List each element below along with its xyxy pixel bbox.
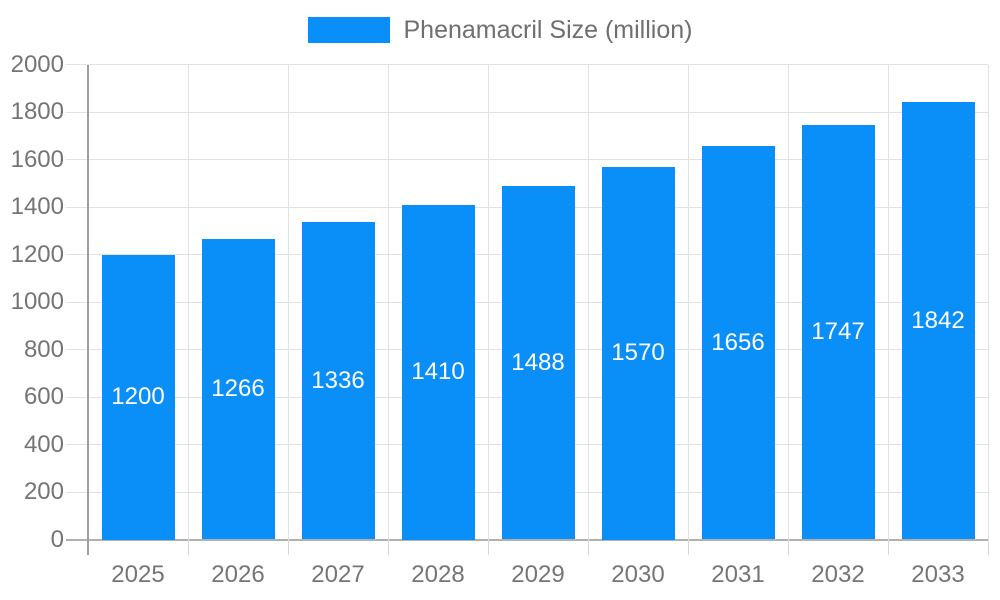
y-axis-label: 600 [23, 383, 64, 410]
x-axis-baseline [66, 538, 988, 541]
bar-value-label: 1747 [811, 318, 865, 346]
gridline-vertical [187, 64, 189, 540]
x-axis-tick [687, 539, 689, 555]
gridline-vertical [487, 64, 489, 540]
x-axis-label: 2033 [911, 560, 965, 588]
y-axis-label: 200 [23, 478, 64, 505]
x-axis-tick [787, 539, 789, 555]
bar-2030[interactable]: 1570 [601, 166, 675, 540]
y-axis-label: 1800 [10, 98, 64, 125]
x-axis-label: 2027 [311, 560, 365, 588]
x-axis-label: 2031 [711, 560, 765, 588]
x-axis-label: 2025 [111, 560, 165, 588]
y-axis-label: 1000 [10, 288, 64, 315]
x-axis-label: 2026 [211, 560, 265, 588]
bar-value-label: 1266 [211, 375, 265, 403]
bar-2025[interactable]: 1200 [101, 254, 175, 540]
y-axis-label: 800 [23, 335, 64, 363]
x-axis-tick [587, 539, 589, 555]
bar-value-label: 1200 [111, 383, 165, 410]
y-axis-line [87, 64, 89, 555]
x-axis-label: 2032 [811, 560, 865, 588]
y-axis-label: 0 [50, 525, 64, 553]
x-axis-tick [387, 539, 389, 555]
x-axis-label: 2029 [511, 560, 565, 588]
gridline-vertical [687, 64, 689, 540]
bar-value-label: 1570 [611, 339, 665, 367]
gridline-vertical [787, 64, 789, 540]
bar-2026[interactable]: 1266 [201, 238, 275, 540]
legend[interactable]: Phenamacril Size (million) [0, 17, 1000, 43]
bar-value-label: 1656 [711, 328, 765, 356]
gridline-vertical [387, 64, 389, 540]
gridline-horizontal [66, 64, 988, 65]
bar-2031[interactable]: 1656 [701, 146, 775, 540]
x-axis-tick [487, 539, 489, 555]
x-axis-tick [887, 539, 889, 555]
bar-2032[interactable]: 1747 [801, 124, 875, 540]
legend-swatch [307, 17, 390, 43]
y-axis-label: 2000 [10, 50, 64, 78]
gridline-horizontal [66, 111, 988, 113]
x-axis-tick [987, 539, 989, 555]
bar-2029[interactable]: 1488 [501, 186, 575, 540]
x-axis-tick [287, 539, 289, 555]
bar-value-label: 1336 [311, 366, 365, 394]
gridline-horizontal [66, 159, 988, 160]
bar-2028[interactable]: 1410 [401, 204, 475, 540]
x-axis-label: 2028 [411, 560, 465, 588]
gridline-vertical [287, 64, 289, 540]
y-axis-label: 1200 [10, 240, 64, 268]
y-axis-label: 1400 [10, 193, 64, 220]
x-axis-label: 2030 [611, 560, 665, 588]
bar-2033[interactable]: 1842 [901, 102, 975, 540]
gridline-vertical [887, 64, 889, 540]
y-axis-label: 400 [23, 430, 64, 458]
y-axis-label: 1600 [10, 145, 64, 173]
gridline-vertical [587, 64, 589, 540]
bar-2027[interactable]: 1336 [301, 222, 375, 540]
bar-value-label: 1842 [911, 306, 965, 334]
bar-value-label: 1488 [511, 348, 565, 376]
x-axis-tick [187, 539, 189, 555]
legend-label: Phenamacril Size (million) [403, 16, 693, 44]
bar-value-label: 1410 [411, 358, 465, 386]
gridline-vertical [987, 64, 989, 540]
